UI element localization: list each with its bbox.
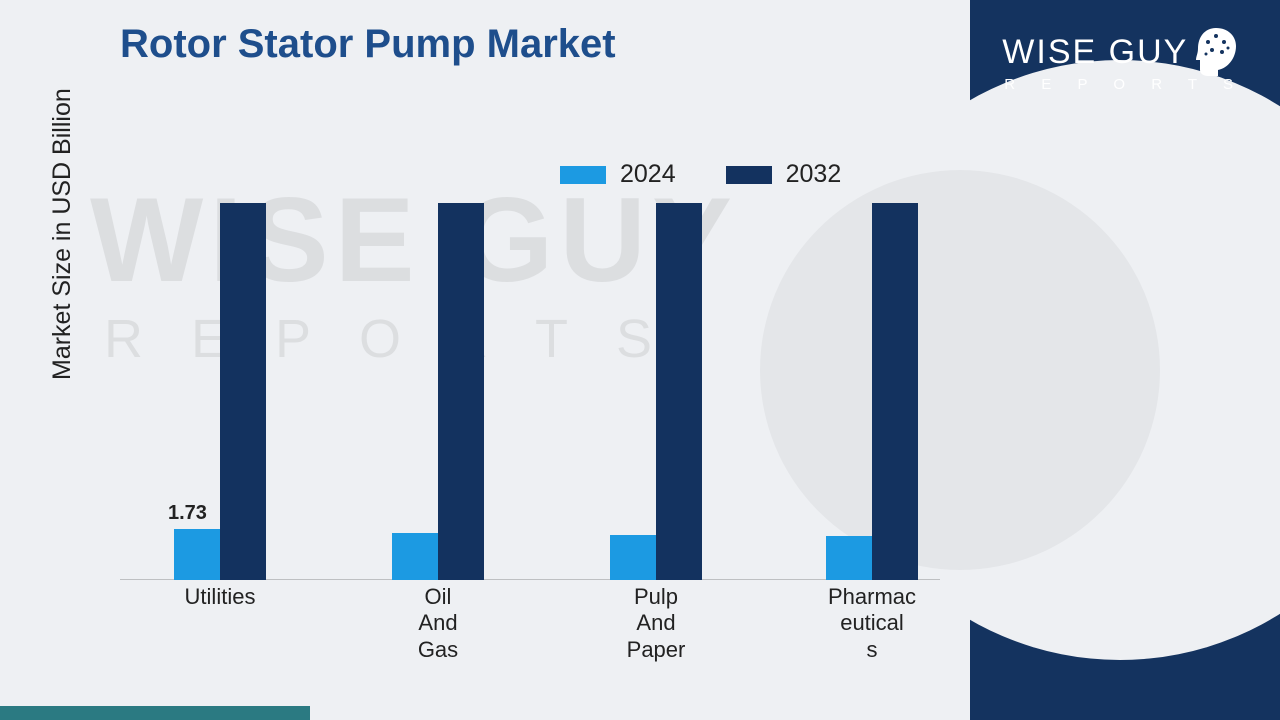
legend-item-2024: 2024 (560, 160, 676, 189)
chart-plot-area: 1.73 (120, 200, 940, 580)
bar-value-label: 1.73 (168, 502, 207, 525)
bar-2032 (438, 203, 484, 580)
canvas: WISE GUY R E P O R T S WISE GUY REPORTS … (0, 0, 1280, 720)
x-axis-label: Utilities (155, 584, 285, 610)
x-axis-label: Pharmaceuticals (807, 584, 937, 663)
chart-title: Rotor Stator Pump Market (120, 22, 616, 67)
y-axis-label: Market Size in USD Billion (48, 88, 77, 380)
brain-head-icon (1194, 26, 1240, 78)
bar-2032 (872, 203, 918, 580)
bottom-accent-bar (0, 706, 310, 720)
legend-label-2024: 2024 (620, 160, 676, 189)
x-axis-label: OilAndGas (373, 584, 503, 663)
bar-2024 (826, 536, 872, 580)
brand-logo: WISE GUY R E P O R T S (1002, 26, 1244, 93)
legend: 2024 2032 (560, 160, 841, 189)
bar-2024 (610, 535, 656, 580)
brand-line1: WISE GUY (1002, 33, 1188, 72)
bar-2024 (392, 533, 438, 580)
bar-2024 (174, 529, 220, 580)
brand-line2: R E P O R T S (1004, 76, 1244, 93)
legend-label-2032: 2032 (786, 160, 842, 189)
legend-item-2032: 2032 (726, 160, 842, 189)
bar-2032 (656, 203, 702, 580)
legend-swatch-2024 (560, 166, 606, 184)
x-axis-label: PulpAndPaper (591, 584, 721, 663)
bar-2032 (220, 203, 266, 580)
legend-swatch-2032 (726, 166, 772, 184)
